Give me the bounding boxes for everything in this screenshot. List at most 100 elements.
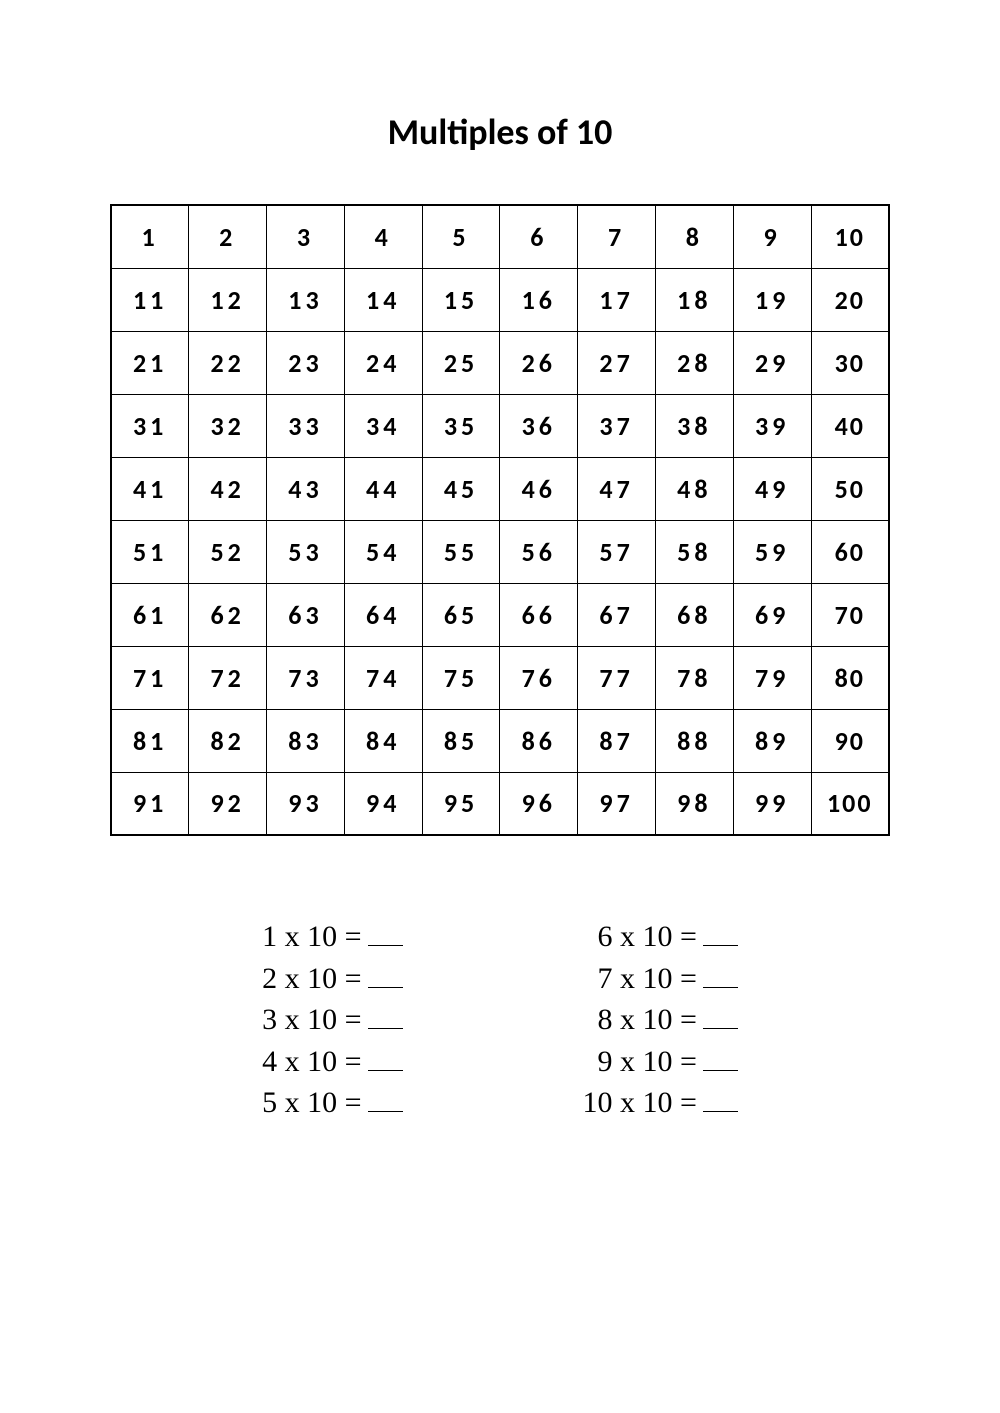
table-cell: 14 bbox=[344, 268, 422, 331]
table-row: 71727374757677787980 bbox=[111, 646, 889, 709]
table-cell: 71 bbox=[111, 646, 189, 709]
table-cell: 97 bbox=[578, 772, 656, 835]
table-cell: 88 bbox=[655, 709, 733, 772]
table-cell: 6 bbox=[500, 205, 578, 268]
equation-text: 3 x 10 = bbox=[262, 1000, 361, 1041]
table-cell: 23 bbox=[267, 331, 345, 394]
table-cell: 52 bbox=[189, 520, 267, 583]
equation-text: 10 x 10 = bbox=[583, 1083, 697, 1124]
table-cell: 39 bbox=[733, 394, 811, 457]
table-cell: 83 bbox=[267, 709, 345, 772]
equations-section: 1 x 10 = 2 x 10 = 3 x 10 = 4 x 10 = 5 x … bbox=[110, 916, 890, 1124]
table-cell: 33 bbox=[267, 394, 345, 457]
table-cell: 24 bbox=[344, 331, 422, 394]
table-cell: 10 bbox=[811, 205, 889, 268]
table-cell: 66 bbox=[500, 583, 578, 646]
table-cell: 73 bbox=[267, 646, 345, 709]
table-row: 41424344454647484950 bbox=[111, 457, 889, 520]
table-cell: 9 bbox=[733, 205, 811, 268]
answer-blank[interactable] bbox=[703, 999, 738, 1029]
table-cell: 54 bbox=[344, 520, 422, 583]
table-cell: 60 bbox=[811, 520, 889, 583]
hundred-chart: 1234567891011121314151617181920212223242… bbox=[110, 204, 890, 836]
table-cell: 90 bbox=[811, 709, 889, 772]
table-cell: 29 bbox=[733, 331, 811, 394]
table-cell: 31 bbox=[111, 394, 189, 457]
table-cell: 1 bbox=[111, 205, 189, 268]
table-cell: 51 bbox=[111, 520, 189, 583]
equation-text: 4 x 10 = bbox=[262, 1042, 361, 1083]
answer-blank[interactable] bbox=[368, 916, 403, 946]
table-cell: 91 bbox=[111, 772, 189, 835]
table-cell: 65 bbox=[422, 583, 500, 646]
answer-blank[interactable] bbox=[368, 1082, 403, 1112]
table-cell: 80 bbox=[811, 646, 889, 709]
table-row: 12345678910 bbox=[111, 205, 889, 268]
table-cell: 27 bbox=[578, 331, 656, 394]
table-row: 919293949596979899100 bbox=[111, 772, 889, 835]
table-cell: 41 bbox=[111, 457, 189, 520]
table-cell: 70 bbox=[811, 583, 889, 646]
table-cell: 17 bbox=[578, 268, 656, 331]
table-cell: 95 bbox=[422, 772, 500, 835]
table-cell: 26 bbox=[500, 331, 578, 394]
table-cell: 28 bbox=[655, 331, 733, 394]
table-cell: 75 bbox=[422, 646, 500, 709]
equation-text: 1 x 10 = bbox=[262, 917, 361, 958]
table-cell: 63 bbox=[267, 583, 345, 646]
table-cell: 25 bbox=[422, 331, 500, 394]
table-cell: 57 bbox=[578, 520, 656, 583]
table-cell: 19 bbox=[733, 268, 811, 331]
table-row: 31323334353637383940 bbox=[111, 394, 889, 457]
table-cell: 89 bbox=[733, 709, 811, 772]
table-cell: 15 bbox=[422, 268, 500, 331]
equation-text: 6 x 10 = bbox=[598, 917, 697, 958]
table-cell: 69 bbox=[733, 583, 811, 646]
table-cell: 62 bbox=[189, 583, 267, 646]
answer-blank[interactable] bbox=[703, 1041, 738, 1071]
table-cell: 58 bbox=[655, 520, 733, 583]
table-cell: 44 bbox=[344, 457, 422, 520]
table-cell: 79 bbox=[733, 646, 811, 709]
equation-text: 8 x 10 = bbox=[598, 1000, 697, 1041]
table-row: 81828384858687888990 bbox=[111, 709, 889, 772]
table-cell: 93 bbox=[267, 772, 345, 835]
table-cell: 68 bbox=[655, 583, 733, 646]
answer-blank[interactable] bbox=[703, 1082, 738, 1112]
equations-left-column: 1 x 10 = 2 x 10 = 3 x 10 = 4 x 10 = 5 x … bbox=[262, 916, 402, 1124]
equation-row: 10 x 10 = bbox=[583, 1082, 738, 1124]
table-cell: 47 bbox=[578, 457, 656, 520]
table-cell: 61 bbox=[111, 583, 189, 646]
answer-blank[interactable] bbox=[368, 958, 403, 988]
table-cell: 2 bbox=[189, 205, 267, 268]
table-cell: 55 bbox=[422, 520, 500, 583]
table-cell: 32 bbox=[189, 394, 267, 457]
answer-blank[interactable] bbox=[368, 1041, 403, 1071]
table-cell: 18 bbox=[655, 268, 733, 331]
table-cell: 40 bbox=[811, 394, 889, 457]
table-cell: 22 bbox=[189, 331, 267, 394]
table-cell: 3 bbox=[267, 205, 345, 268]
answer-blank[interactable] bbox=[368, 999, 403, 1029]
table-cell: 92 bbox=[189, 772, 267, 835]
table-cell: 84 bbox=[344, 709, 422, 772]
table-cell: 78 bbox=[655, 646, 733, 709]
answer-blank[interactable] bbox=[703, 916, 738, 946]
table-cell: 81 bbox=[111, 709, 189, 772]
table-cell: 50 bbox=[811, 457, 889, 520]
table-cell: 94 bbox=[344, 772, 422, 835]
answer-blank[interactable] bbox=[703, 958, 738, 988]
table-cell: 64 bbox=[344, 583, 422, 646]
table-cell: 85 bbox=[422, 709, 500, 772]
table-cell: 45 bbox=[422, 457, 500, 520]
table-cell: 99 bbox=[733, 772, 811, 835]
table-cell: 11 bbox=[111, 268, 189, 331]
table-cell: 98 bbox=[655, 772, 733, 835]
table-cell: 13 bbox=[267, 268, 345, 331]
table-cell: 56 bbox=[500, 520, 578, 583]
table-cell: 53 bbox=[267, 520, 345, 583]
table-cell: 8 bbox=[655, 205, 733, 268]
table-cell: 72 bbox=[189, 646, 267, 709]
table-cell: 21 bbox=[111, 331, 189, 394]
table-cell: 38 bbox=[655, 394, 733, 457]
